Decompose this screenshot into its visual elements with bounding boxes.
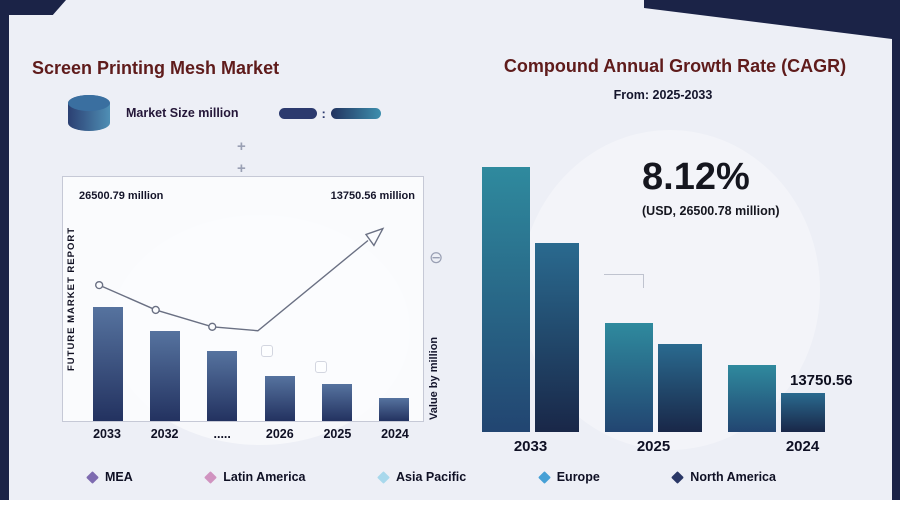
left-x-label: 2026 [265, 427, 294, 441]
bottom-edge-strip [0, 500, 900, 506]
cagr-bar-secondary [781, 393, 825, 432]
left-bar [150, 331, 181, 421]
cylinder-icon [62, 94, 116, 132]
annotation-2024-value: 13750.56 [790, 372, 853, 389]
right-edge-bar [892, 26, 900, 506]
decorative-bracket [604, 274, 644, 288]
left-bar [207, 351, 238, 421]
cagr-chart-groups [482, 167, 844, 432]
left-x-label: 2033 [93, 427, 121, 441]
top-right-corner-shape [644, 0, 900, 40]
annotation-min-value: 13750.56 million [330, 190, 415, 202]
legend-pill-dark [278, 107, 317, 119]
cagr-bar-group [482, 167, 579, 432]
legend-pill-gradient [330, 107, 381, 119]
cagr-bar-primary [482, 167, 530, 432]
left-bar [321, 384, 352, 421]
legend-label: Europe [556, 470, 600, 484]
cagr-basis: (USD, 26500.78 million) [642, 204, 780, 218]
legend-label: Latin America [223, 470, 306, 484]
cagr-bar-group [605, 323, 702, 432]
diamond-icon [377, 470, 390, 484]
legend-item: MEA [86, 470, 133, 484]
left-bar [264, 376, 295, 421]
left-x-label: 2032 [150, 427, 179, 441]
annotation-max-value: 26500.79 million [79, 190, 164, 202]
cagr-bar-secondary [658, 344, 702, 432]
top-left-corner-shape [0, 0, 66, 15]
left-chart-bars [93, 307, 409, 421]
diamond-icon [204, 470, 218, 484]
market-size-legend-label: Market Size million [126, 106, 239, 120]
decorative-square [315, 361, 327, 373]
cagr-title: Compound Annual Growth Rate (CAGR) [503, 56, 847, 76]
cagr-chart-xlabels: 2033 2025 2024 [482, 438, 825, 455]
minus-circle-icon: ⊖ [429, 248, 444, 267]
plus-icon: + [237, 160, 246, 177]
market-size-chart-panel: 26500.79 million 13750.56 million FUTURE… [62, 176, 424, 422]
cagr-x-label: 2025 [636, 438, 671, 455]
legend-label: Asia Pacific [396, 470, 467, 484]
cagr-x-label: 2024 [785, 438, 820, 455]
cagr-bar-primary [605, 323, 653, 432]
legend-label: North America [690, 470, 776, 484]
left-x-label: 2024 [381, 427, 409, 441]
left-edge-bar [0, 12, 9, 506]
left-chart-xlabels: 2033 2032..... 2026 2025 2024 [92, 427, 410, 441]
left-bar [93, 307, 123, 421]
plus-icon: + [237, 138, 246, 155]
value-axis-label: Value by million [428, 336, 440, 420]
diamond-icon [86, 470, 99, 484]
legend-label: MEA [105, 470, 133, 484]
legend-colon: : [321, 105, 326, 121]
legend-item: Asia Pacific [377, 470, 467, 484]
left-chart-title: Screen Printing Mesh Market [32, 58, 280, 78]
legend-item: North America [671, 470, 776, 484]
cagr-value: 8.12% [642, 156, 750, 198]
cagr-bar-group [728, 365, 825, 432]
cagr-bar-secondary [535, 243, 579, 432]
legend-item: Latin America [204, 470, 306, 484]
diamond-icon [671, 470, 685, 484]
left-x-label: ..... [213, 427, 231, 441]
diamond-icon [537, 470, 551, 484]
cagr-x-label: 2033 [513, 438, 548, 455]
left-x-label: 2025 [323, 427, 352, 441]
market-size-legend: Market Size million : [62, 92, 381, 134]
cagr-bar-primary [728, 365, 776, 432]
bottom-legend: MEA Latin America Asia Pacific Europe North … [86, 470, 776, 484]
cagr-subtitle: From: 2025-2033 [613, 88, 713, 102]
trend-arrow-icon [95, 227, 385, 332]
decorative-square [261, 345, 273, 357]
legend-item: Europe [537, 470, 600, 484]
left-bar [378, 398, 409, 421]
